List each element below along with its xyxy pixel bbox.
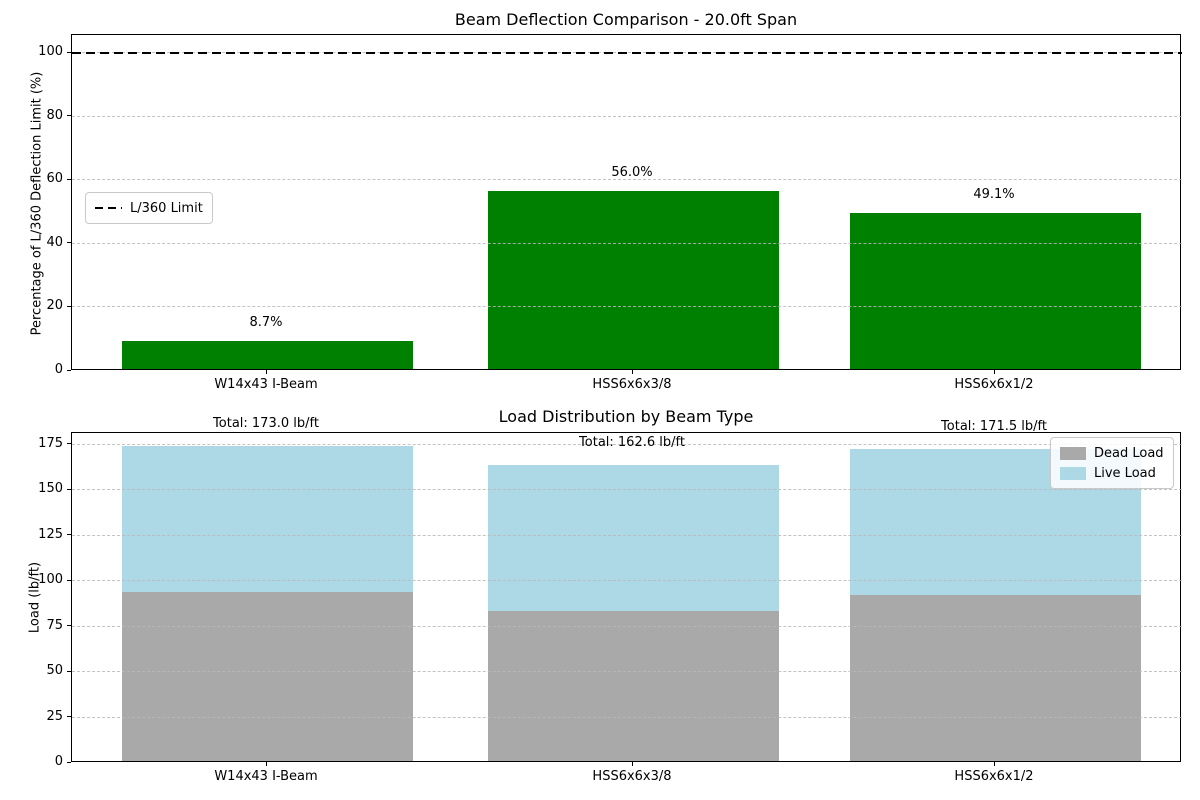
- bar: [121, 341, 413, 369]
- y-tick-label: 0: [54, 362, 63, 377]
- y-tick-mark: [67, 761, 71, 763]
- x-tick-mark: [266, 370, 267, 374]
- bar-live-load: [121, 446, 413, 592]
- total-label: Total: 171.5 lb/ft: [941, 419, 1047, 435]
- plot-area: [71, 34, 1182, 370]
- y-tick-label: 125: [38, 526, 63, 542]
- chart-title: Load Distribution by Beam Type: [498, 407, 754, 426]
- y-tick-mark: [67, 443, 71, 445]
- legend-item-l360: L/360 Limit: [95, 198, 203, 218]
- gridline: [72, 671, 1182, 673]
- gridline: [72, 179, 1182, 181]
- bar-dead-load: [121, 591, 413, 761]
- x-tick-label: W14x43 I-Beam: [214, 769, 318, 784]
- x-tick-label: HSS6x6x1/2: [954, 377, 1034, 392]
- total-label: Total: 173.0 lb/ft: [213, 416, 319, 432]
- gridline: [72, 580, 1182, 582]
- y-tick-mark: [67, 51, 71, 53]
- y-tick-mark: [67, 670, 71, 672]
- x-tick-mark: [632, 370, 633, 374]
- y-tick-label: 175: [38, 435, 63, 451]
- value-label: 8.7%: [249, 315, 283, 331]
- value-label: 56.0%: [611, 165, 653, 181]
- y-tick-label: 50: [46, 663, 63, 679]
- y-tick-mark: [67, 579, 71, 581]
- legend: L/360 Limit: [85, 192, 213, 224]
- load-chart: Load Distribution by Beam Type Load (lb/…: [0, 400, 1200, 800]
- y-tick-label: 20: [46, 298, 63, 314]
- y-tick-label: 40: [46, 234, 63, 250]
- x-tick-label: HSS6x6x1/2: [954, 769, 1034, 784]
- legend-item-dead-load: Dead Load: [1060, 443, 1164, 463]
- bar: [849, 213, 1141, 369]
- bar-dead-load: [849, 594, 1141, 761]
- legend-item-live-load: Live Load: [1060, 463, 1164, 483]
- y-tick-mark: [67, 369, 71, 371]
- gridline: [72, 625, 1182, 627]
- legend: Dead Load Live Load: [1050, 437, 1174, 489]
- plot-area: [71, 432, 1182, 762]
- y-tick-label: 80: [46, 107, 63, 123]
- legend-label: Live Load: [1094, 465, 1156, 481]
- x-tick-label: W14x43 I-Beam: [214, 377, 318, 392]
- y-tick-label: 60: [46, 171, 63, 187]
- deflection-chart: Beam Deflection Comparison - 20.0ft Span…: [30, 10, 1182, 392]
- live-load-swatch-icon: [1060, 466, 1086, 480]
- x-tick-label: HSS6x6x3/8: [592, 769, 672, 784]
- dead-load-swatch-icon: [1060, 446, 1086, 460]
- gridline: [72, 443, 1182, 445]
- gridline: [72, 534, 1182, 536]
- value-label: 49.1%: [973, 187, 1015, 203]
- total-label: Total: 162.6 lb/ft: [579, 435, 685, 451]
- y-tick-label: 100: [38, 572, 63, 588]
- y-tick-mark: [67, 488, 71, 490]
- y-tick-mark: [67, 534, 71, 536]
- y-tick-mark: [67, 625, 71, 627]
- chart-title: Beam Deflection Comparison - 20.0ft Span: [454, 10, 798, 29]
- gridline: [72, 716, 1182, 718]
- legend-label: L/360 Limit: [130, 200, 203, 216]
- x-tick-mark: [994, 762, 995, 766]
- dashed-line-icon: [95, 207, 122, 209]
- gridline: [72, 115, 1182, 117]
- gridline: [72, 489, 1182, 491]
- y-tick-mark: [67, 178, 71, 180]
- y-tick-mark: [67, 716, 71, 718]
- y-tick-label: 0: [54, 754, 63, 769]
- y-tick-mark: [67, 115, 71, 117]
- bar-dead-load: [487, 610, 779, 761]
- bar: [487, 191, 779, 369]
- gridline: [72, 306, 1182, 308]
- bar-live-load: [487, 465, 779, 611]
- x-tick-mark: [632, 762, 633, 766]
- y-tick-label: 75: [46, 617, 63, 633]
- y-tick-mark: [67, 242, 71, 244]
- gridline: [72, 242, 1182, 244]
- y-tick-label: 100: [38, 44, 63, 60]
- x-tick-label: HSS6x6x3/8: [592, 377, 672, 392]
- x-tick-mark: [994, 370, 995, 374]
- y-tick-label: 25: [46, 708, 63, 724]
- y-tick-label: 150: [38, 481, 63, 497]
- y-tick-mark: [67, 305, 71, 307]
- l360-limit-line: [72, 52, 1182, 55]
- x-tick-mark: [266, 762, 267, 766]
- legend-label: Dead Load: [1094, 445, 1164, 461]
